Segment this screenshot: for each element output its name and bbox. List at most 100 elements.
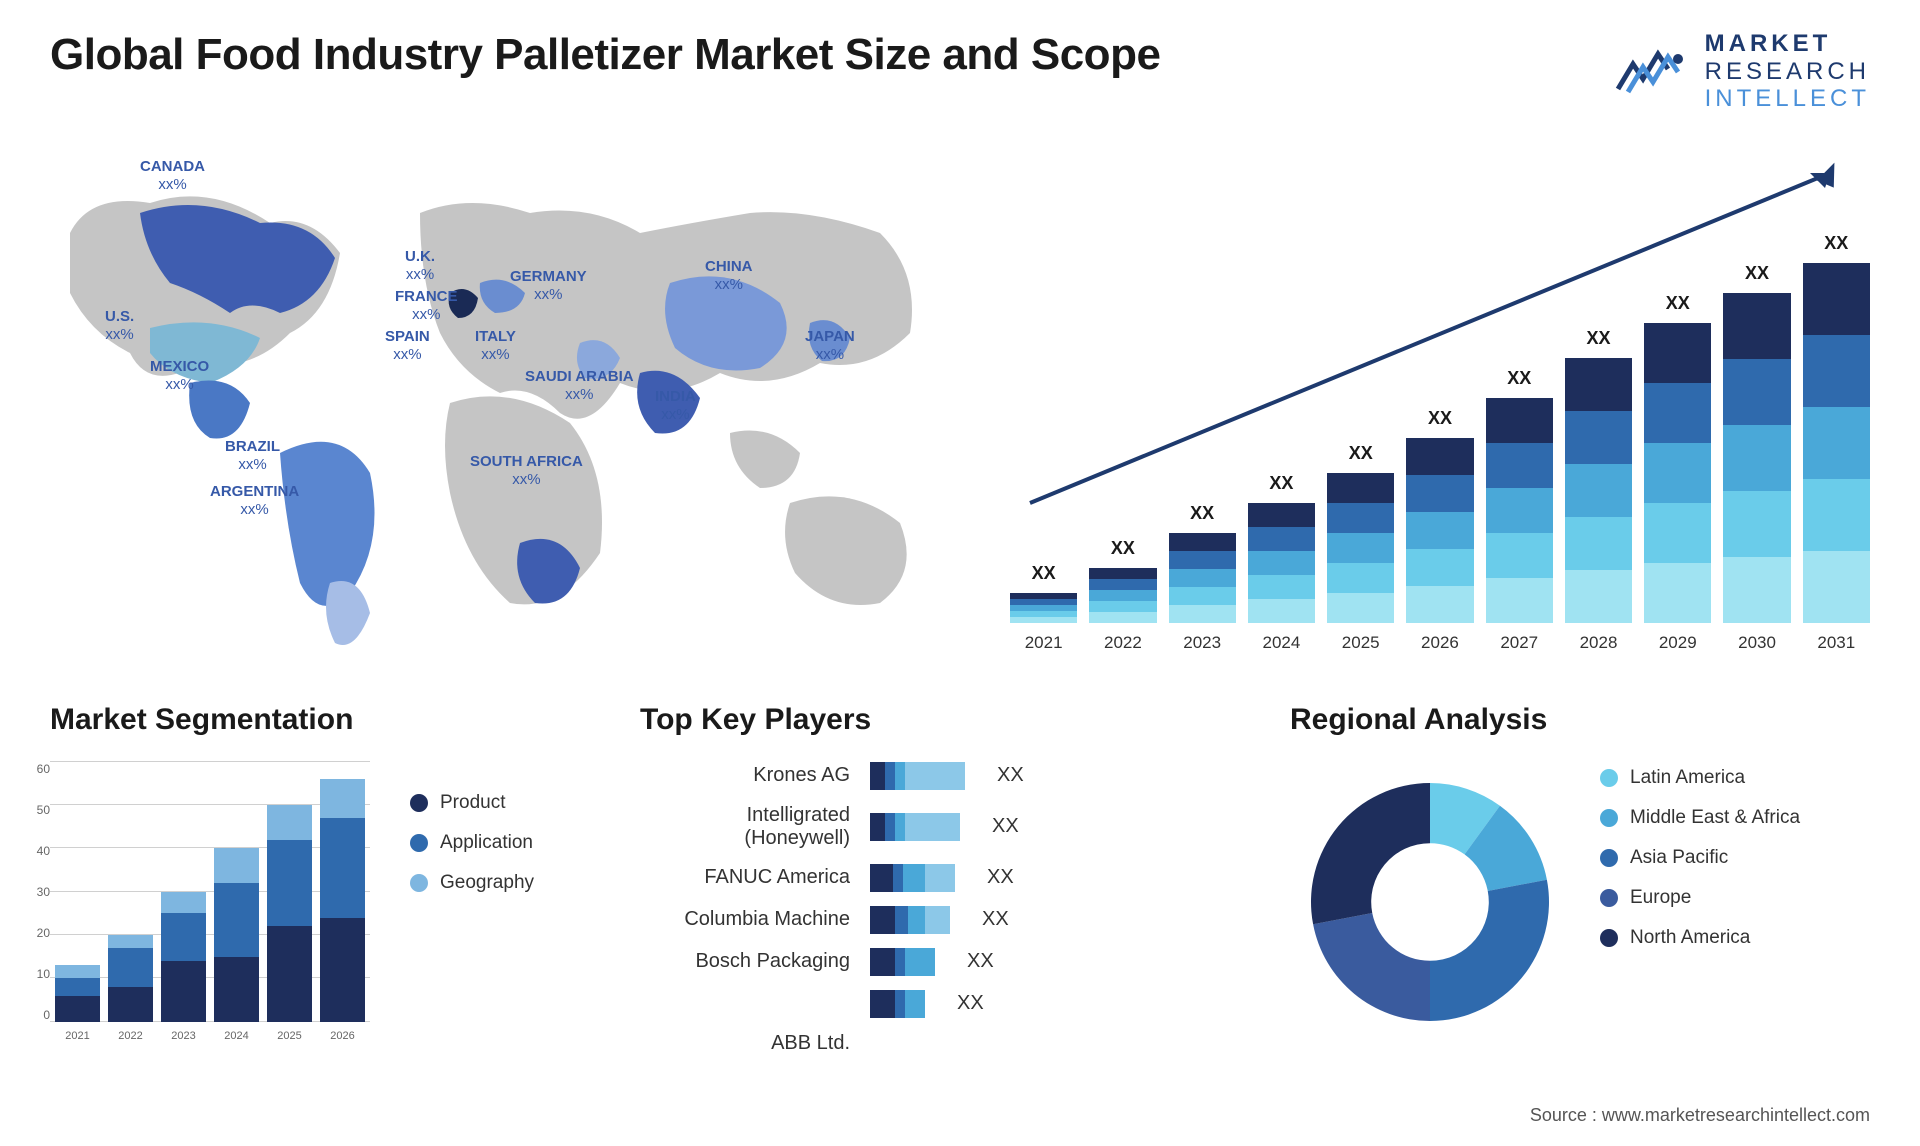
map-label: FRANCExx% bbox=[395, 288, 458, 324]
bar-value-label: XX bbox=[1406, 408, 1473, 429]
legend-item: Asia Pacific bbox=[1600, 847, 1800, 869]
seg-bar bbox=[267, 805, 312, 1022]
player-bar bbox=[870, 864, 955, 892]
seg-bar bbox=[161, 892, 206, 1022]
bar-value-label: XX bbox=[1169, 503, 1236, 524]
map-label: BRAZILxx% bbox=[225, 438, 280, 474]
legend-item: Geography bbox=[410, 872, 534, 894]
players-title: Top Key Players bbox=[640, 703, 1260, 737]
legend-item: Europe bbox=[1600, 887, 1800, 909]
x-tick: 2024 bbox=[1248, 633, 1315, 653]
player-bar bbox=[870, 813, 960, 841]
player-value: XX bbox=[982, 908, 1009, 931]
player-row: XX bbox=[640, 990, 1260, 1018]
player-name: FANUC America bbox=[640, 866, 850, 889]
world-map: CANADAxx% U.S.xx% MEXICOxx% BRAZILxx% ARGENT… bbox=[50, 153, 950, 653]
map-label: GERMANYxx% bbox=[510, 268, 587, 304]
growth-bar: XX bbox=[1010, 593, 1077, 623]
player-value: XX bbox=[997, 764, 1024, 787]
logo: MARKET RESEARCH INTELLECT bbox=[1613, 30, 1870, 113]
player-value: XX bbox=[957, 992, 984, 1015]
x-tick: 2030 bbox=[1723, 633, 1790, 653]
player-bar bbox=[870, 762, 965, 790]
bar-value-label: XX bbox=[1248, 473, 1315, 494]
logo-icon bbox=[1613, 44, 1693, 99]
legend-item: North America bbox=[1600, 927, 1800, 949]
growth-bar: XX bbox=[1565, 358, 1632, 623]
bar-value-label: XX bbox=[1723, 263, 1790, 284]
map-label: U.S.xx% bbox=[105, 308, 134, 344]
source-text: Source : www.marketresearchintellect.com bbox=[1530, 1105, 1870, 1126]
segmentation-chart: 6050403020100 202120222023202420252026 bbox=[50, 762, 370, 1042]
x-tick: 2025 bbox=[1327, 633, 1394, 653]
donut-slice bbox=[1313, 913, 1430, 1021]
player-bar bbox=[870, 990, 925, 1018]
growth-bar: XX bbox=[1327, 473, 1394, 623]
x-tick: 2029 bbox=[1644, 633, 1711, 653]
segmentation-section: Market Segmentation 6050403020100 202120… bbox=[50, 703, 610, 1055]
bar-value-label: XX bbox=[1803, 233, 1870, 254]
bar-value-label: XX bbox=[1327, 443, 1394, 464]
map-label: SOUTH AFRICAxx% bbox=[470, 453, 583, 489]
growth-bar: XX bbox=[1169, 533, 1236, 623]
x-tick: 2028 bbox=[1565, 633, 1632, 653]
seg-bar bbox=[214, 848, 259, 1021]
player-name: Krones AG bbox=[640, 764, 850, 787]
map-label: SPAINxx% bbox=[385, 328, 430, 364]
map-label: CHINAxx% bbox=[705, 258, 753, 294]
player-name: Bosch Packaging bbox=[640, 950, 850, 973]
player-value: XX bbox=[987, 866, 1014, 889]
growth-bar: XX bbox=[1248, 503, 1315, 623]
segmentation-legend: Product Application Geography bbox=[410, 762, 534, 1042]
growth-bar: XX bbox=[1803, 263, 1870, 623]
growth-chart: XXXXXXXXXXXXXXXXXXXXXX 20212022202320242… bbox=[1010, 153, 1870, 653]
seg-bar bbox=[320, 779, 365, 1022]
x-tick: 2022 bbox=[1089, 633, 1156, 653]
player-row: FANUC America XX bbox=[640, 864, 1260, 892]
bar-value-label: XX bbox=[1565, 328, 1632, 349]
regional-title: Regional Analysis bbox=[1290, 703, 1870, 737]
legend-item: Application bbox=[410, 832, 534, 854]
player-bar bbox=[870, 906, 950, 934]
map-label: ITALYxx% bbox=[475, 328, 516, 364]
player-row: Intelligrated (Honeywell) XX bbox=[640, 804, 1260, 850]
x-tick: 2026 bbox=[1406, 633, 1473, 653]
map-label: CANADAxx% bbox=[140, 158, 205, 194]
donut-slice bbox=[1311, 783, 1430, 924]
player-row: Krones AG XX bbox=[640, 762, 1260, 790]
x-tick: 2021 bbox=[1010, 633, 1077, 653]
growth-bar: XX bbox=[1089, 568, 1156, 623]
map-label: ARGENTINAxx% bbox=[210, 483, 299, 519]
bar-value-label: XX bbox=[1010, 563, 1077, 584]
growth-bar: XX bbox=[1644, 323, 1711, 623]
growth-bar: XX bbox=[1723, 293, 1790, 623]
player-value: XX bbox=[992, 815, 1019, 838]
legend-item: Latin America bbox=[1600, 767, 1800, 789]
player-row: Columbia Machine XX bbox=[640, 906, 1260, 934]
player-name: Intelligrated (Honeywell) bbox=[640, 804, 850, 850]
segmentation-title: Market Segmentation bbox=[50, 703, 610, 737]
regional-section: Regional Analysis Latin America Middle Ea… bbox=[1290, 703, 1870, 1055]
logo-text: MARKET RESEARCH INTELLECT bbox=[1705, 30, 1870, 113]
legend-item: Middle East & Africa bbox=[1600, 807, 1800, 829]
player-name: Columbia Machine bbox=[640, 908, 850, 931]
donut-slice bbox=[1430, 879, 1549, 1020]
player-bar bbox=[870, 948, 935, 976]
map-label: SAUDI ARABIAxx% bbox=[525, 368, 634, 404]
map-label: INDIAxx% bbox=[655, 388, 696, 424]
map-label: JAPANxx% bbox=[805, 328, 855, 364]
page-title: Global Food Industry Palletizer Market S… bbox=[50, 30, 1160, 80]
bar-value-label: XX bbox=[1644, 293, 1711, 314]
players-list: Krones AGXXIntelligrated (Honeywell)XXFA… bbox=[640, 762, 1260, 1055]
map-label: MEXICOxx% bbox=[150, 358, 209, 394]
x-tick: 2031 bbox=[1803, 633, 1870, 653]
bottom-row: Market Segmentation 6050403020100 202120… bbox=[50, 703, 1870, 1055]
legend-item: Product bbox=[410, 792, 534, 814]
growth-bar: XX bbox=[1406, 438, 1473, 623]
x-tick: 2027 bbox=[1486, 633, 1553, 653]
map-label: U.K.xx% bbox=[405, 248, 435, 284]
bar-value-label: XX bbox=[1486, 368, 1553, 389]
growth-bar: XX bbox=[1486, 398, 1553, 623]
players-section: Top Key Players Krones AGXXIntelligrated… bbox=[640, 703, 1260, 1055]
x-tick: 2023 bbox=[1169, 633, 1236, 653]
